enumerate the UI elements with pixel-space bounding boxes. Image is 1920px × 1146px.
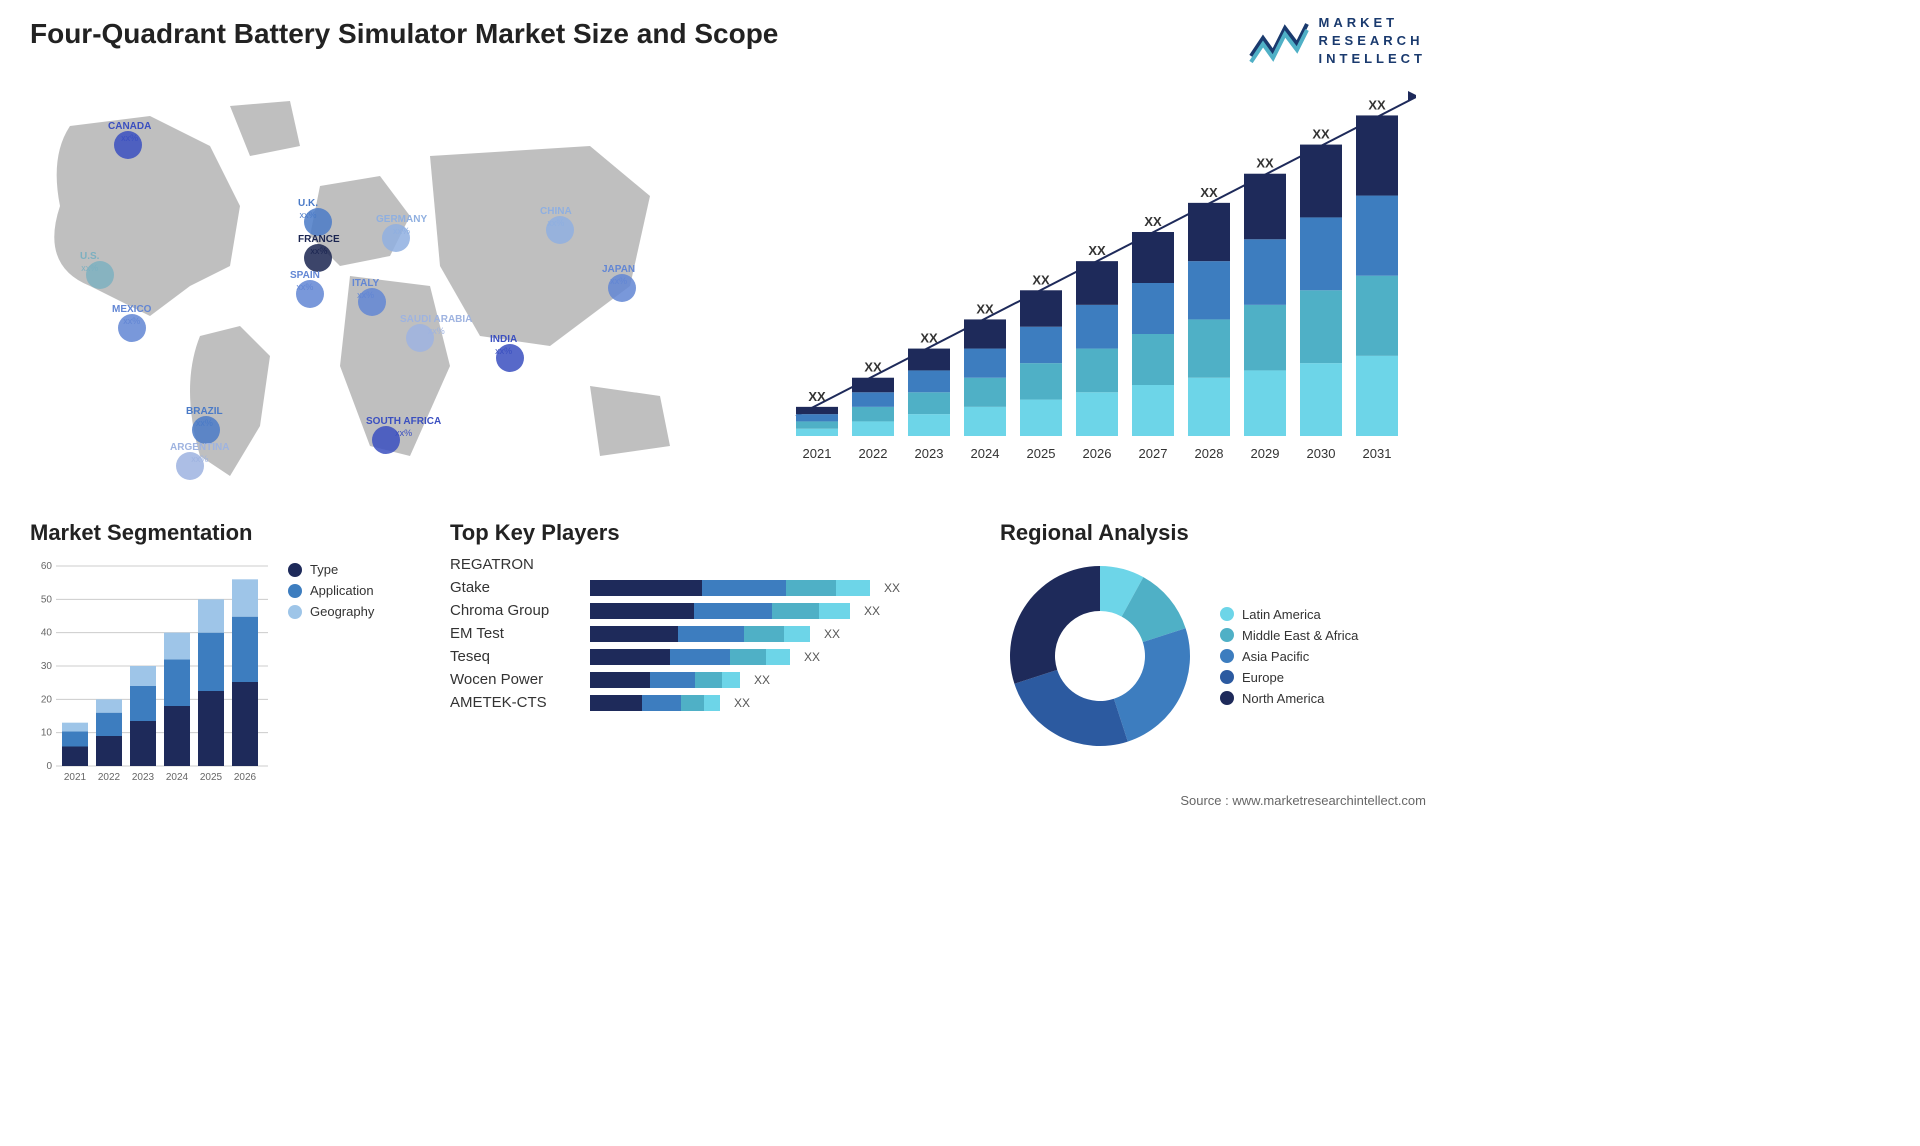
- player-row: AMETEK-CTSXX: [450, 694, 970, 711]
- map-label: U.K.xx%: [298, 198, 318, 222]
- svg-text:2027: 2027: [1139, 446, 1168, 461]
- svg-text:XX: XX: [1144, 214, 1162, 229]
- map-label: BRAZILxx%: [186, 406, 223, 430]
- svg-text:2029: 2029: [1251, 446, 1280, 461]
- legend-item: Geography: [288, 604, 374, 619]
- svg-text:20: 20: [41, 694, 53, 705]
- player-row: Wocen PowerXX: [450, 671, 970, 688]
- page-title: Four-Quadrant Battery Simulator Market S…: [30, 18, 778, 50]
- svg-text:XX: XX: [808, 389, 826, 404]
- svg-text:60: 60: [41, 561, 53, 572]
- svg-text:2026: 2026: [234, 772, 257, 783]
- map-label: MEXICOxx%: [112, 304, 151, 328]
- regional-legend: Latin America Middle East & Africa Asia Pa…: [1220, 601, 1358, 712]
- svg-text:2022: 2022: [98, 772, 121, 783]
- legend-item: Middle East & Africa: [1220, 628, 1358, 643]
- map-label: GERMANYxx%: [376, 214, 427, 238]
- svg-text:2024: 2024: [971, 446, 1000, 461]
- svg-text:XX: XX: [1032, 272, 1050, 287]
- segmentation-title: Market Segmentation: [30, 520, 410, 546]
- map-label: ITALYxx%: [352, 278, 379, 302]
- map-label: SOUTH AFRICAxx%: [366, 416, 441, 440]
- svg-text:2025: 2025: [1027, 446, 1056, 461]
- svg-text:XX: XX: [1200, 185, 1218, 200]
- svg-text:2023: 2023: [915, 446, 944, 461]
- regional-title: Regional Analysis: [1000, 520, 1430, 546]
- legend-item: Europe: [1220, 670, 1358, 685]
- world-map: CANADAxx% U.S.xx% MEXICOxx% BRAZILxx% ARGENT…: [30, 86, 710, 486]
- player-row: GtakeXX: [450, 579, 970, 596]
- player-row: REGATRON: [450, 556, 970, 573]
- source-text: Source : www.marketresearchintellect.com: [1180, 793, 1426, 808]
- svg-text:50: 50: [41, 594, 53, 605]
- players-section: Top Key Players REGATRON GtakeXX Chroma Gr…: [450, 520, 970, 717]
- svg-text:0: 0: [46, 761, 52, 772]
- map-label: SPAINxx%: [290, 270, 320, 294]
- player-row: EM TestXX: [450, 625, 970, 642]
- svg-text:40: 40: [41, 628, 53, 639]
- svg-text:2025: 2025: [200, 772, 223, 783]
- map-label: ARGENTINAxx%: [170, 442, 229, 466]
- svg-text:XX: XX: [976, 301, 994, 316]
- brand-logo: MARKET RESEARCH INTELLECT: [1249, 14, 1427, 69]
- svg-text:XX: XX: [920, 331, 938, 346]
- map-label: U.S.xx%: [80, 251, 99, 275]
- svg-text:2021: 2021: [64, 772, 87, 783]
- logo-mark-icon: [1249, 16, 1309, 66]
- legend-item: Asia Pacific: [1220, 649, 1358, 664]
- svg-text:XX: XX: [1256, 156, 1274, 171]
- svg-text:2022: 2022: [859, 446, 888, 461]
- map-label: CHINAxx%: [540, 206, 572, 230]
- map-label: JAPANxx%: [602, 264, 635, 288]
- players-title: Top Key Players: [450, 520, 970, 546]
- map-label: INDIAxx%: [490, 334, 517, 358]
- svg-text:2021: 2021: [803, 446, 832, 461]
- regional-donut-chart: [1000, 556, 1200, 756]
- svg-text:XX: XX: [1368, 97, 1386, 112]
- segmentation-chart: 0 10 20 30 40 50 60 2021 2022 2023 2024 2025 2026: [30, 556, 270, 786]
- svg-text:30: 30: [41, 661, 53, 672]
- main-bar-chart: XX 2021 XX 2022 XX 2023 XX 2024 XX 2025 XX 2026 XX 20…: [776, 86, 1416, 466]
- legend-item: Application: [288, 583, 374, 598]
- player-row: TeseqXX: [450, 648, 970, 665]
- svg-text:XX: XX: [1312, 127, 1330, 142]
- player-row: Chroma GroupXX: [450, 602, 970, 619]
- svg-text:10: 10: [41, 728, 53, 739]
- map-label: FRANCExx%: [298, 234, 340, 258]
- players-list: REGATRON GtakeXX Chroma GroupXX EM TestXX Te…: [450, 556, 970, 711]
- svg-text:2030: 2030: [1307, 446, 1336, 461]
- svg-text:2024: 2024: [166, 772, 189, 783]
- svg-text:2023: 2023: [132, 772, 155, 783]
- logo-text: MARKET RESEARCH INTELLECT: [1319, 14, 1427, 69]
- map-label: CANADAxx%: [108, 121, 151, 145]
- regional-section: Regional Analysis Latin America Middle Ea…: [1000, 520, 1430, 756]
- svg-text:XX: XX: [864, 360, 882, 375]
- segmentation-section: Market Segmentation 0 10 20 30 40 50 60 2021 202…: [30, 520, 410, 786]
- legend-item: Type: [288, 562, 374, 577]
- segmentation-legend: Type Application Geography: [288, 556, 374, 625]
- legend-item: North America: [1220, 691, 1358, 706]
- map-label: SAUDI ARABIAxx%: [400, 314, 472, 338]
- legend-item: Latin America: [1220, 607, 1358, 622]
- svg-text:2028: 2028: [1195, 446, 1224, 461]
- svg-text:XX: XX: [1088, 243, 1106, 258]
- svg-text:2031: 2031: [1363, 446, 1392, 461]
- svg-text:2026: 2026: [1083, 446, 1112, 461]
